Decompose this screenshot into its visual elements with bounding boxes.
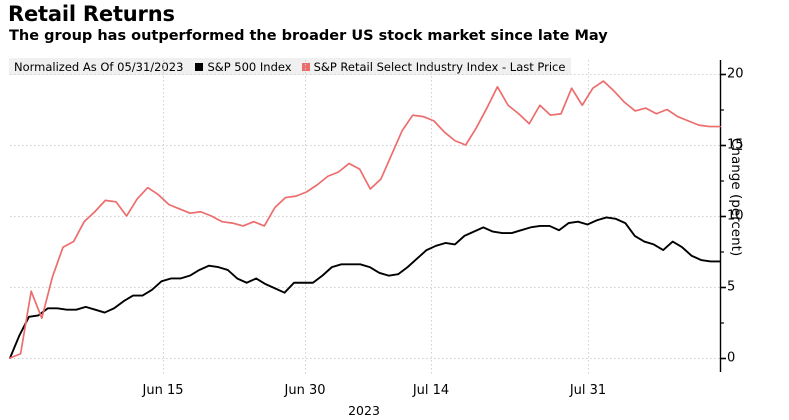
grid-lines bbox=[10, 60, 720, 376]
line-retail bbox=[9, 80, 721, 359]
y-axis-tick: 20 bbox=[727, 66, 744, 82]
y-axis-tick: 5 bbox=[727, 279, 736, 295]
square-swatch-icon bbox=[301, 62, 310, 71]
legend-item-label: S&P Retail Select Industry Index - Last … bbox=[313, 59, 566, 74]
chart-legend: Normalized As Of 05/31/2023 S&P 500 Inde… bbox=[9, 58, 572, 75]
legend-item-label: S&P 500 Index bbox=[207, 59, 292, 74]
x-axis-tick: Jul 14 bbox=[412, 383, 450, 398]
axis-lines bbox=[719, 60, 726, 372]
legend-normalized-label: Normalized As Of 05/31/2023 bbox=[14, 59, 184, 74]
x-axis-tick: Jul 31 bbox=[569, 383, 607, 398]
line-sp500 bbox=[9, 216, 721, 359]
x-axis-title: 2023 bbox=[348, 403, 380, 418]
x-axis-tick: Jun 15 bbox=[142, 383, 184, 398]
page-subtitle: The group has outperformed the broader U… bbox=[9, 28, 608, 44]
y-axis-tick: 0 bbox=[727, 350, 736, 366]
y-axis-tick: 15 bbox=[727, 137, 744, 153]
series-lines bbox=[9, 80, 721, 359]
x-axis-tick: Jun 30 bbox=[284, 383, 326, 398]
square-swatch-icon bbox=[195, 62, 204, 71]
y-axis-tick: 10 bbox=[727, 208, 744, 224]
legend-item-sp500[interactable]: S&P 500 Index bbox=[195, 59, 292, 74]
legend-item-retail[interactable]: S&P Retail Select Industry Index - Last … bbox=[301, 59, 566, 74]
page-title: Retail Returns bbox=[8, 2, 175, 26]
y-axis-title: Change (percent) bbox=[728, 138, 744, 257]
